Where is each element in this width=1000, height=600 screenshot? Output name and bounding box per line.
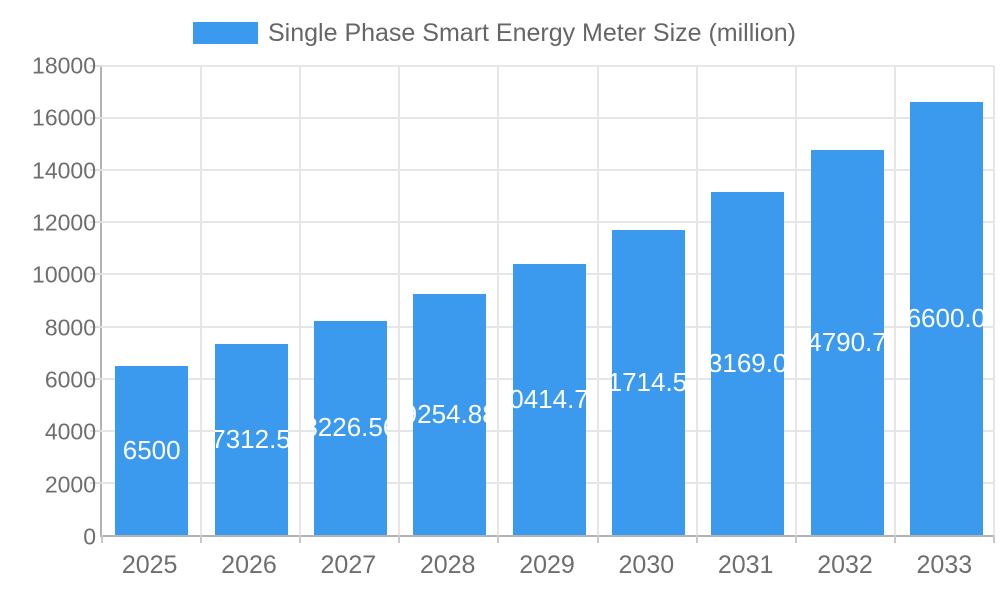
bar-2031[interactable]: 13169.05 — [711, 191, 785, 535]
x-tick-mark — [893, 535, 896, 543]
x-tick-mark — [398, 535, 401, 543]
bar-value-label: 8226.56 — [314, 412, 387, 443]
x-tick-mark — [596, 535, 599, 543]
gridline-horizontal — [102, 169, 994, 172]
legend-label: Single Phase Smart Energy Meter Size (mi… — [268, 19, 796, 47]
gridline-vertical — [695, 66, 698, 535]
y-tick-mark — [90, 273, 102, 276]
x-tick-mark — [695, 535, 698, 543]
y-tick-label: 2000 — [44, 471, 96, 498]
x-tick-label-2025: 2025 — [121, 551, 178, 579]
y-tick-label: 4000 — [44, 418, 96, 445]
y-tick-mark — [90, 221, 102, 224]
x-tick-mark — [101, 535, 103, 543]
x-tick-label-2030: 2030 — [618, 551, 675, 579]
x-tick-label-2029: 2029 — [519, 551, 575, 579]
bar-2028[interactable]: 9254.88 — [413, 293, 487, 535]
gridline-horizontal — [102, 65, 994, 67]
bar-2026[interactable]: 7312.5 — [214, 344, 288, 535]
y-tick-label: 8000 — [44, 314, 96, 341]
y-axis-tick-labels: 0 2000 4000 6000 8000 10000 12000 14000 16000 180… — [0, 53, 96, 550]
bar-2030[interactable]: 11714.58 — [611, 229, 685, 535]
gridline-vertical — [299, 66, 302, 535]
x-tick-label-2032: 2032 — [817, 551, 873, 579]
x-tick-mark — [200, 535, 203, 543]
bar-value-label: 14790.75 — [810, 326, 884, 357]
x-axis-tick-labels: 2025 2026 2027 2028 2029 2030 2031 2032 2033 — [100, 551, 994, 583]
y-tick-mark — [90, 117, 102, 120]
legend: Single Phase Smart Energy Meter Size (mi… — [0, 20, 1000, 46]
y-tick-label: 14000 — [32, 157, 96, 184]
plot-area: 6500 7312.5 8226.56 9254.88 10414.75 11714.58… — [90, 65, 995, 543]
gridline-horizontal — [102, 117, 994, 120]
x-tick-label-2031: 2031 — [717, 551, 774, 579]
bar-2029[interactable]: 10414.75 — [512, 263, 586, 535]
gridline-vertical — [993, 66, 995, 535]
x-tick-label-2026: 2026 — [221, 551, 277, 579]
bar-value-label: 16600.04 — [909, 303, 983, 334]
bar-value-label: 9254.88 — [413, 398, 486, 429]
bar-value-label: 10414.75 — [512, 383, 586, 414]
y-tick-label: 12000 — [32, 209, 96, 236]
gridline-vertical — [893, 66, 896, 535]
bar-value-label: 6500 — [122, 434, 181, 465]
gridline-vertical — [398, 66, 401, 535]
x-tick-mark — [299, 535, 302, 543]
y-tick-label: 18000 — [32, 52, 96, 79]
gridline-vertical — [200, 66, 203, 535]
y-tick-mark — [90, 377, 102, 380]
bar-2032[interactable]: 14790.75 — [810, 149, 884, 535]
x-tick-mark — [497, 535, 500, 543]
gridline-vertical — [794, 66, 797, 535]
x-tick-label-2028: 2028 — [419, 551, 476, 579]
x-tick-label-2033: 2033 — [916, 551, 973, 579]
y-tick-mark — [90, 169, 102, 172]
y-tick-label: 10000 — [32, 261, 96, 288]
y-tick-mark — [90, 429, 102, 432]
gridline-vertical — [596, 66, 599, 535]
y-tick-label: 0 — [83, 523, 96, 550]
bar-2033[interactable]: 16600.04 — [909, 102, 983, 535]
y-tick-mark — [90, 65, 102, 67]
bar-2025[interactable]: 6500 — [115, 365, 189, 535]
legend-color-swatch — [193, 22, 258, 44]
bar-value-label: 13169.05 — [711, 347, 785, 378]
x-tick-label-2027: 2027 — [320, 551, 377, 579]
y-tick-mark — [90, 481, 102, 484]
bar-value-label: 7312.5 — [214, 424, 288, 455]
y-tick-mark — [90, 325, 102, 328]
y-tick-label: 16000 — [32, 104, 96, 131]
gridline-vertical — [497, 66, 500, 535]
bar-2027[interactable]: 8226.56 — [313, 320, 387, 535]
gridline-horizontal — [102, 221, 994, 224]
y-tick-label: 6000 — [44, 366, 96, 393]
x-tick-mark — [794, 535, 797, 543]
x-tick-mark — [993, 535, 995, 543]
bar-value-label: 11714.58 — [611, 366, 685, 397]
